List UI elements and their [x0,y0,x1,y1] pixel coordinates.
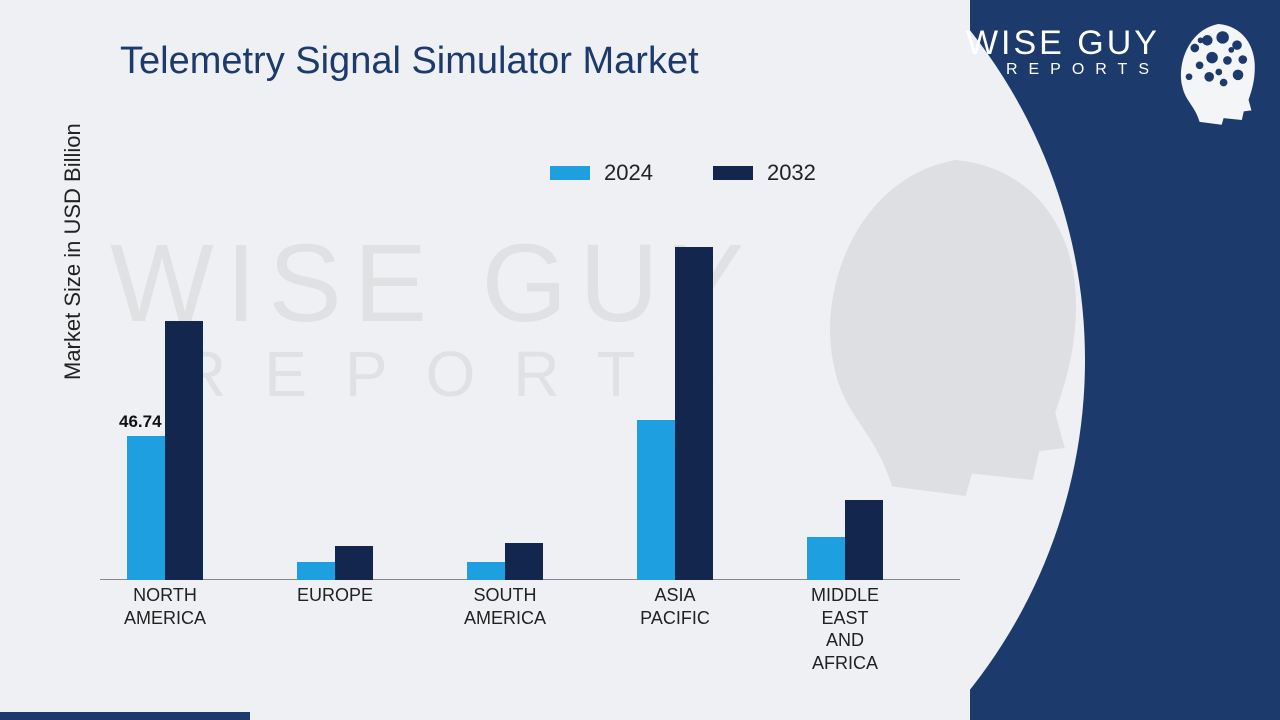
category-label: EUROPE [270,584,400,607]
legend-item-2024: 2024 [550,160,653,186]
category-label: NORTHAMERICA [100,584,230,629]
category-label: SOUTHAMERICA [440,584,570,629]
bar-2032 [505,543,543,580]
bar-2032 [675,247,713,580]
infographic-stage: WISE GUY REPORTS WISE GUY REPORTS Teleme… [0,0,1280,720]
chart-title: Telemetry Signal Simulator Market [120,40,699,83]
bar-value-label: 46.74 [119,412,162,432]
bar-2024 [807,537,845,580]
bar-group [780,210,910,580]
brand-line2: REPORTS [966,61,1160,79]
logo-head-icon [1166,18,1262,126]
brand-logo: WISE GUY REPORTS [966,24,1160,79]
category-label: ASIAPACIFIC [610,584,740,629]
legend-label-2032: 2032 [767,160,816,186]
category-label: MIDDLEEASTANDAFRICA [780,584,910,674]
bar-2032 [845,500,883,580]
bar-chart: 46.74 [100,210,960,580]
bar-2032 [335,546,373,580]
bar-group: 46.74 [100,210,230,580]
legend-swatch-2032 [713,166,753,180]
legend-item-2032: 2032 [713,160,816,186]
bar-2024 [297,562,335,581]
bar-group [270,210,400,580]
brand-line1: WISE GUY [966,24,1160,63]
bar-group [610,210,740,580]
legend-swatch-2024 [550,166,590,180]
legend: 2024 2032 [550,160,816,186]
bar-group [440,210,570,580]
bar-2024 [127,436,165,580]
bar-2024 [467,562,505,581]
bar-2032 [165,321,203,580]
bottom-accent-bar [0,712,250,720]
legend-label-2024: 2024 [604,160,653,186]
y-axis-label: Market Size in USD Billion [60,123,86,380]
bar-2024 [637,420,675,580]
